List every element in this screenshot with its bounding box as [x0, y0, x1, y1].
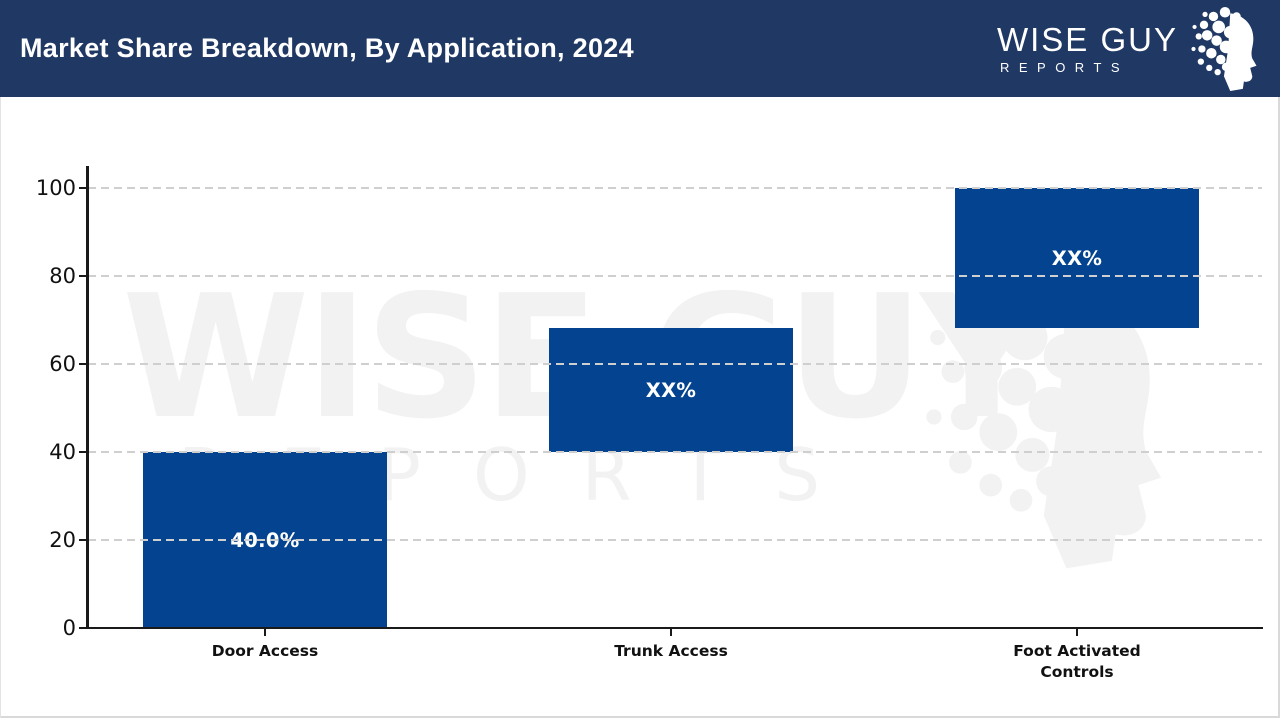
- chart-canvas: WISE GUY REPORTS: [0, 97, 1280, 720]
- xtick-line: Foot Activated: [1013, 642, 1141, 660]
- y-axis-line: [86, 166, 89, 628]
- xtick-line: Door Access: [211, 642, 319, 660]
- ytick-0: 0: [62, 616, 76, 640]
- page-title: Market Share Breakdown, By Application, …: [20, 33, 634, 63]
- logo-name: WISE GUY: [996, 20, 1178, 58]
- brand-logo: WISE GUY REPORTS: [997, 0, 1266, 97]
- x-axis-line: [86, 626, 1263, 629]
- xtick-mark: [670, 629, 672, 636]
- bar-trunk-access: XX%: [549, 328, 793, 452]
- gridline-60: [88, 363, 1262, 365]
- ytick-mark: [79, 275, 86, 277]
- gridline-20: [88, 539, 1262, 541]
- logo-subtitle: REPORTS: [999, 59, 1130, 75]
- xtick-label-trunk-access: Trunk Access: [521, 641, 821, 662]
- panel-left-border: [0, 97, 1, 718]
- gridline-100: [88, 187, 1262, 189]
- ytick-60: 60: [49, 352, 76, 376]
- bar-value-label: XX%: [645, 378, 697, 402]
- bar-value-label: XX%: [1051, 246, 1103, 270]
- gridline-80: [88, 275, 1262, 277]
- header-bar: Market Share Breakdown, By Application, …: [0, 0, 1280, 97]
- ytick-20: 20: [49, 528, 76, 552]
- ytick-mark: [79, 187, 86, 189]
- logo-wordmark: WISE GUY REPORTS: [996, 20, 1178, 75]
- panel-bottom-border: [0, 716, 1280, 718]
- ytick-mark: [79, 539, 86, 541]
- xtick-line: Trunk Access: [614, 642, 728, 660]
- bar-foot-activated-controls: XX%: [955, 188, 1199, 328]
- panel-right-border: [1278, 97, 1280, 718]
- xtick-mark: [1076, 629, 1078, 636]
- gridline-40: [88, 451, 1262, 453]
- ytick-80: 80: [49, 264, 76, 288]
- ytick-mark: [79, 627, 86, 629]
- xtick-line: Controls: [1040, 663, 1114, 681]
- ytick-40: 40: [49, 440, 76, 464]
- wiseguy-head-icon: [1191, 6, 1257, 91]
- xtick-mark: [264, 629, 266, 636]
- ytick-100: 100: [35, 176, 76, 200]
- xtick-label-foot-activated-controls: Foot Activated Controls: [927, 641, 1227, 683]
- xtick-label-door-access: Door Access: [115, 641, 415, 662]
- ytick-mark: [79, 363, 86, 365]
- ytick-mark: [79, 451, 86, 453]
